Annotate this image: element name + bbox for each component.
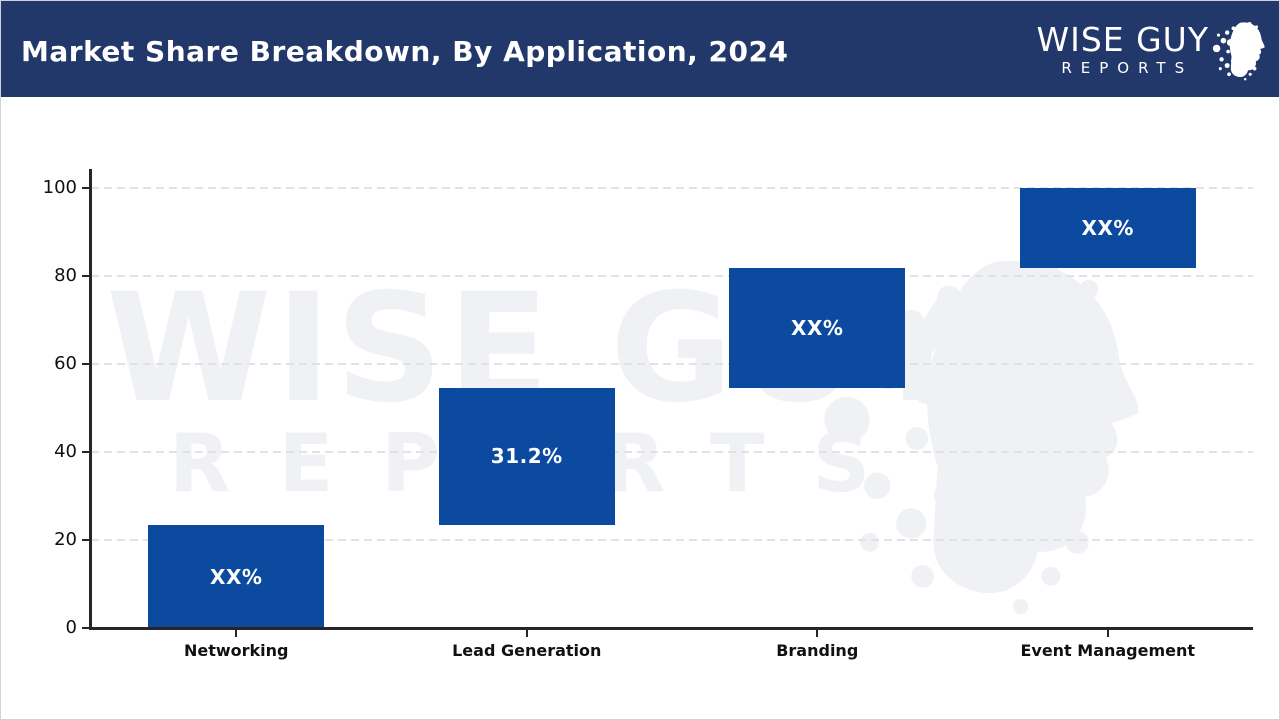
brand-logo: WISE GUY REPORTS <box>1036 7 1267 93</box>
x-tick-label-0: Networking <box>183 641 289 660</box>
gridline-20 <box>91 539 1253 541</box>
x-tick-3 <box>1106 630 1109 637</box>
bar-branding: XX% <box>729 268 906 388</box>
bar-event-management: XX% <box>1019 188 1196 269</box>
brand-head-icon <box>1211 18 1267 82</box>
bar-lead-generation: 31.2% <box>438 387 615 526</box>
bar-value-label: 31.2% <box>490 444 563 469</box>
x-tick-label-1: Lead Generation <box>452 641 602 660</box>
x-axis-line <box>89 627 1253 630</box>
gridline-100 <box>91 187 1253 189</box>
y-tick-60 <box>82 363 90 365</box>
y-axis-line <box>89 169 92 630</box>
y-tick-label-100: 100 <box>42 177 77 198</box>
gridline-40 <box>91 451 1253 453</box>
x-tick-label-3: Event Management <box>1020 641 1196 660</box>
y-tick-20 <box>82 539 90 541</box>
y-tick-40 <box>82 451 90 453</box>
brand-subtitle: REPORTS <box>1061 59 1194 77</box>
brand-logo-text: WISE GUY REPORTS <box>1036 22 1209 78</box>
y-tick-label-60: 60 <box>54 353 77 374</box>
y-tick-label-80: 80 <box>54 265 77 286</box>
gridline-80 <box>91 275 1253 277</box>
x-tick-label-2: Branding <box>776 641 859 660</box>
bar-value-label: XX% <box>210 564 263 589</box>
brand-name: WISE GUY <box>1036 20 1209 59</box>
bar-networking: XX% <box>148 525 325 628</box>
y-tick-0 <box>82 627 90 629</box>
x-tick-1 <box>525 630 528 637</box>
y-tick-label-20: 20 <box>54 529 77 550</box>
y-tick-100 <box>82 187 90 189</box>
bar-value-label: XX% <box>1081 216 1134 241</box>
y-tick-label-0: 0 <box>65 617 77 638</box>
bar-value-label: XX% <box>791 315 844 340</box>
gridline-60 <box>91 363 1253 365</box>
header-bar: Market Share Breakdown, By Application, … <box>1 1 1279 97</box>
x-tick-2 <box>816 630 819 637</box>
y-tick-label-40: 40 <box>54 441 77 462</box>
y-tick-80 <box>82 275 90 277</box>
page-title: Market Share Breakdown, By Application, … <box>21 35 789 68</box>
x-tick-0 <box>235 630 238 637</box>
